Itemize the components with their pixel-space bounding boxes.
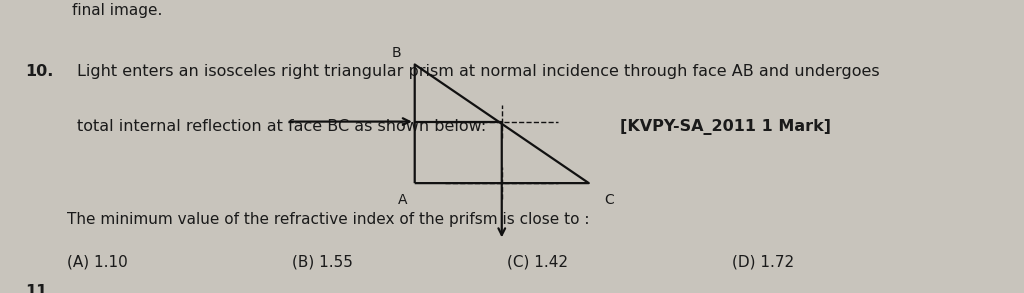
- Text: (B) 1.55: (B) 1.55: [292, 255, 352, 270]
- Text: 10.: 10.: [26, 64, 54, 79]
- Text: Light enters an isosceles right triangular prism at normal incidence through fac: Light enters an isosceles right triangul…: [77, 64, 880, 79]
- Text: (A) 1.10: (A) 1.10: [67, 255, 127, 270]
- Text: (C) 1.42: (C) 1.42: [507, 255, 568, 270]
- Text: total internal reflection at face BC as shown below:: total internal reflection at face BC as …: [77, 119, 486, 134]
- Text: A: A: [397, 193, 408, 207]
- Text: The minimum value of the refractive index of the prifsm is close to :: The minimum value of the refractive inde…: [67, 212, 589, 227]
- Text: B: B: [391, 46, 401, 60]
- Text: 11.: 11.: [26, 284, 54, 293]
- Text: [KVPY-SA_2011 1 Mark]: [KVPY-SA_2011 1 Mark]: [620, 119, 830, 135]
- Text: (D) 1.72: (D) 1.72: [732, 255, 795, 270]
- Text: final image.: final image.: [72, 3, 162, 18]
- Text: C: C: [604, 193, 614, 207]
